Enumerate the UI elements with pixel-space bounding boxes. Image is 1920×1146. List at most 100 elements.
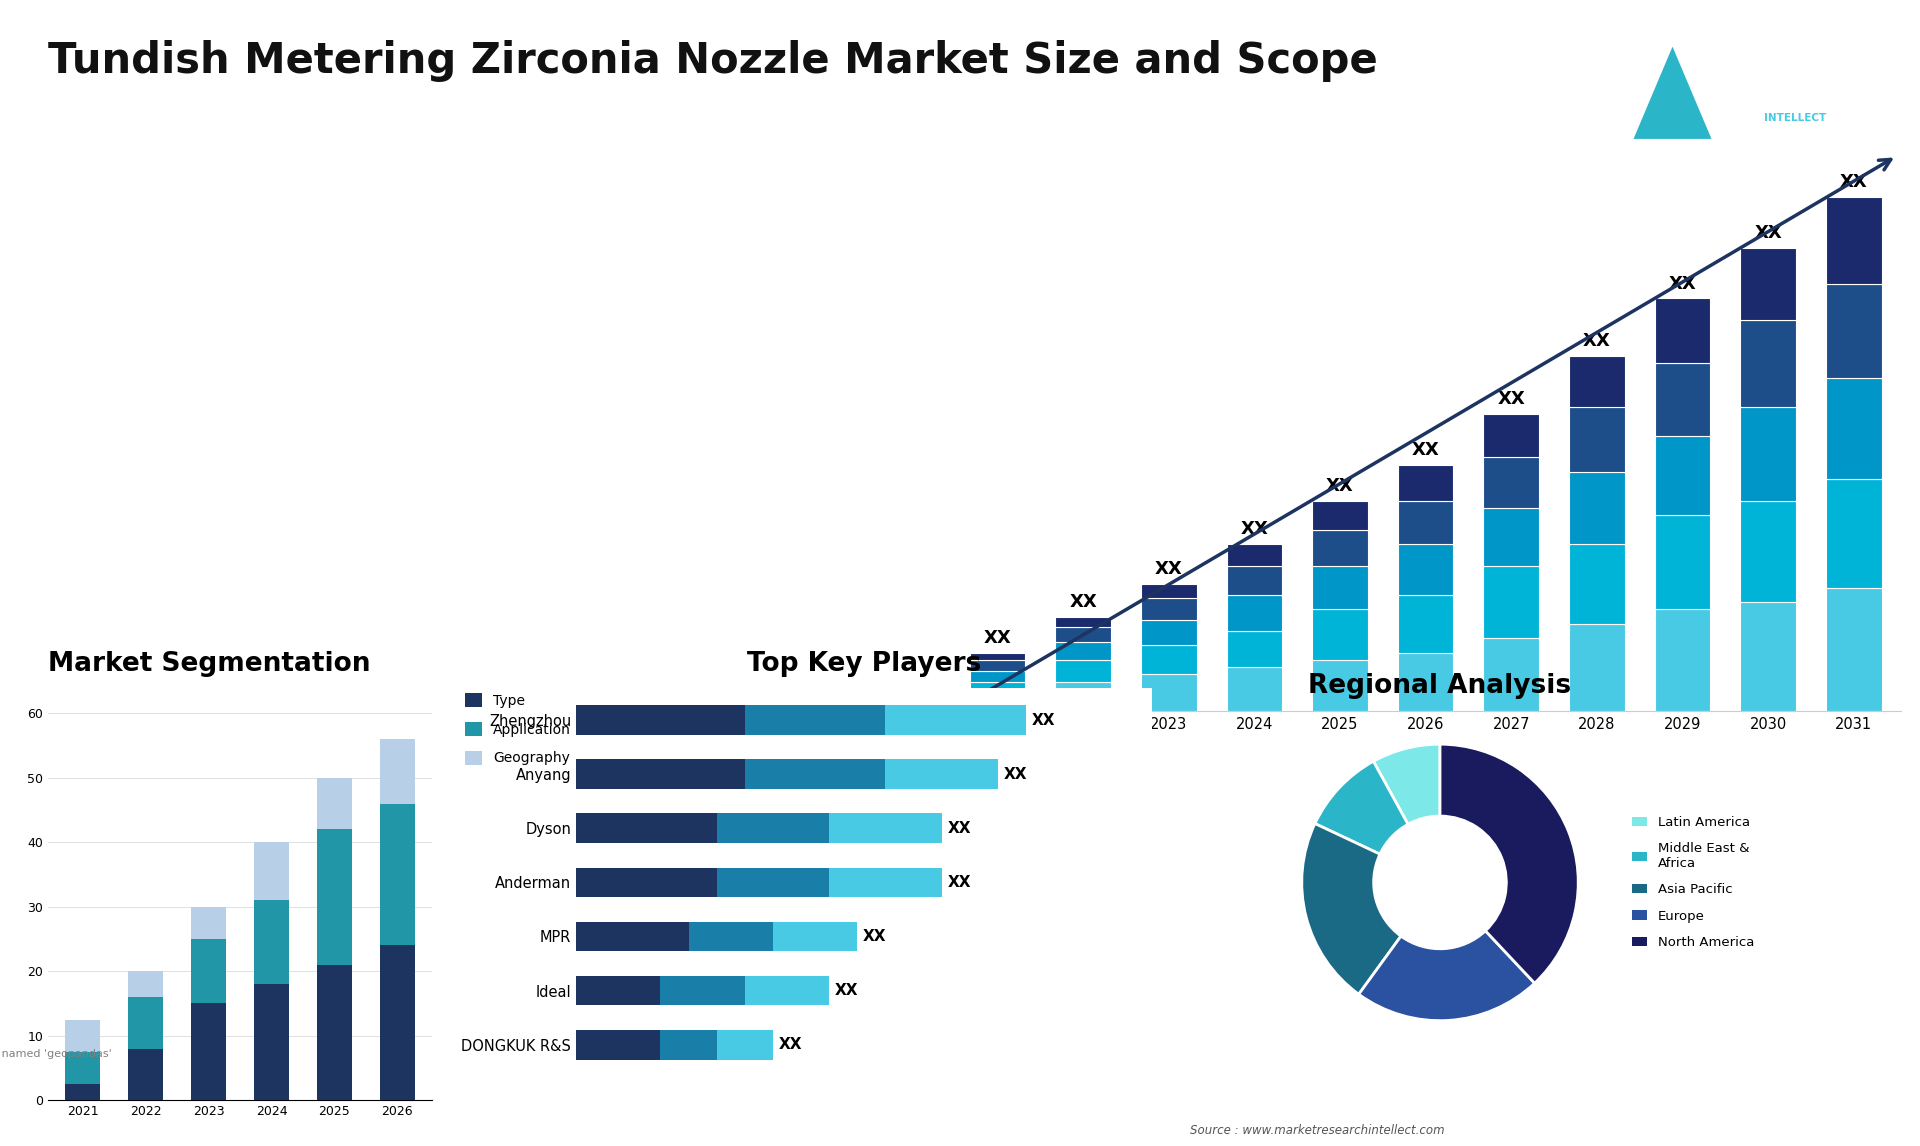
Bar (317, 778, 351, 830)
Bar (1569, 623, 1624, 711)
Bar (1056, 660, 1112, 682)
Text: Map: No module named 'geopandas': Map: No module named 'geopandas' (0, 1050, 111, 1059)
Bar (1311, 610, 1367, 660)
Bar (1826, 479, 1882, 588)
Text: XX: XX (1154, 560, 1183, 579)
Bar (1484, 414, 1540, 457)
Bar (1056, 617, 1112, 627)
Bar (1655, 610, 1711, 711)
Text: XX: XX (1755, 223, 1782, 242)
Bar (1484, 508, 1540, 566)
Bar (1398, 653, 1453, 711)
Legend: Latin America, Middle East &
Africa, Asia Pacific, Europe, North America: Latin America, Middle East & Africa, Asi… (1626, 810, 1759, 955)
Bar (970, 696, 1025, 711)
Legend: Type, Application, Geography: Type, Application, Geography (459, 686, 578, 772)
Bar (1655, 298, 1711, 363)
Bar (1311, 529, 1367, 566)
Bar (1140, 620, 1196, 645)
Bar (1227, 595, 1283, 631)
Bar (1227, 566, 1283, 595)
Text: XX: XX (1498, 391, 1524, 408)
Text: XX: XX (862, 929, 887, 944)
Bar (1140, 674, 1196, 711)
Bar (1826, 197, 1882, 284)
Bar (1740, 407, 1795, 501)
Text: XX: XX (947, 821, 972, 835)
Bar (829, 868, 941, 897)
Text: MARKET: MARKET (1768, 55, 1820, 65)
Bar (576, 975, 660, 1005)
Wedge shape (1315, 761, 1407, 854)
Bar (970, 653, 1025, 660)
Text: XX: XX (1582, 332, 1611, 351)
Text: XX: XX (1327, 477, 1354, 495)
Bar (1311, 566, 1367, 610)
Bar (1311, 501, 1367, 529)
Bar (65, 1052, 100, 1084)
Bar (1569, 407, 1624, 472)
Text: XX: XX (1839, 173, 1868, 191)
Bar (745, 705, 885, 735)
Bar (1227, 667, 1283, 711)
Bar (1740, 501, 1795, 602)
Bar (1398, 464, 1453, 501)
Bar (745, 975, 829, 1005)
Text: Source : www.marketresearchintellect.com: Source : www.marketresearchintellect.com (1190, 1124, 1446, 1137)
Bar (660, 975, 745, 1005)
Bar (1227, 544, 1283, 566)
Bar (65, 1084, 100, 1100)
Bar (576, 921, 689, 951)
Bar (745, 760, 885, 790)
Bar (1140, 584, 1196, 598)
Text: XX: XX (1031, 713, 1056, 728)
Bar (380, 739, 415, 803)
Bar (380, 945, 415, 1100)
Bar (1484, 457, 1540, 508)
Bar (576, 705, 745, 735)
Text: XX: XX (947, 874, 972, 890)
Bar (65, 1020, 100, 1052)
Bar (129, 1049, 163, 1100)
Text: XX: XX (1411, 441, 1440, 458)
Bar (1569, 544, 1624, 623)
Bar (660, 1030, 716, 1060)
Title: Regional Analysis: Regional Analysis (1308, 673, 1572, 699)
Wedge shape (1440, 744, 1578, 983)
Bar (774, 921, 856, 951)
Bar (970, 682, 1025, 696)
Bar (1484, 566, 1540, 638)
Bar (1655, 363, 1711, 435)
Bar (1227, 631, 1283, 667)
Bar (380, 803, 415, 945)
Bar (970, 660, 1025, 670)
Bar (576, 1030, 660, 1060)
Bar (1398, 501, 1453, 544)
Bar (1484, 638, 1540, 711)
Bar (885, 705, 1025, 735)
Bar (129, 972, 163, 997)
Bar (829, 814, 941, 843)
Bar (317, 830, 351, 965)
Bar (1740, 320, 1795, 407)
Polygon shape (1634, 47, 1711, 139)
Bar (1655, 435, 1711, 516)
Bar (1311, 660, 1367, 711)
Bar (689, 921, 774, 951)
Bar (716, 814, 829, 843)
Bar (576, 868, 716, 897)
Wedge shape (1302, 824, 1402, 995)
Bar (1056, 627, 1112, 642)
Bar (192, 906, 227, 939)
Text: XX: XX (835, 983, 858, 998)
Text: XX: XX (1668, 275, 1697, 292)
Bar (1398, 595, 1453, 653)
Bar (1056, 682, 1112, 711)
Bar (1056, 642, 1112, 660)
Bar (317, 965, 351, 1100)
Text: RESEARCH: RESEARCH (1763, 84, 1828, 94)
Bar (1740, 248, 1795, 320)
Text: XX: XX (983, 629, 1012, 646)
Bar (576, 760, 745, 790)
Bar (1569, 356, 1624, 407)
Bar (716, 868, 829, 897)
